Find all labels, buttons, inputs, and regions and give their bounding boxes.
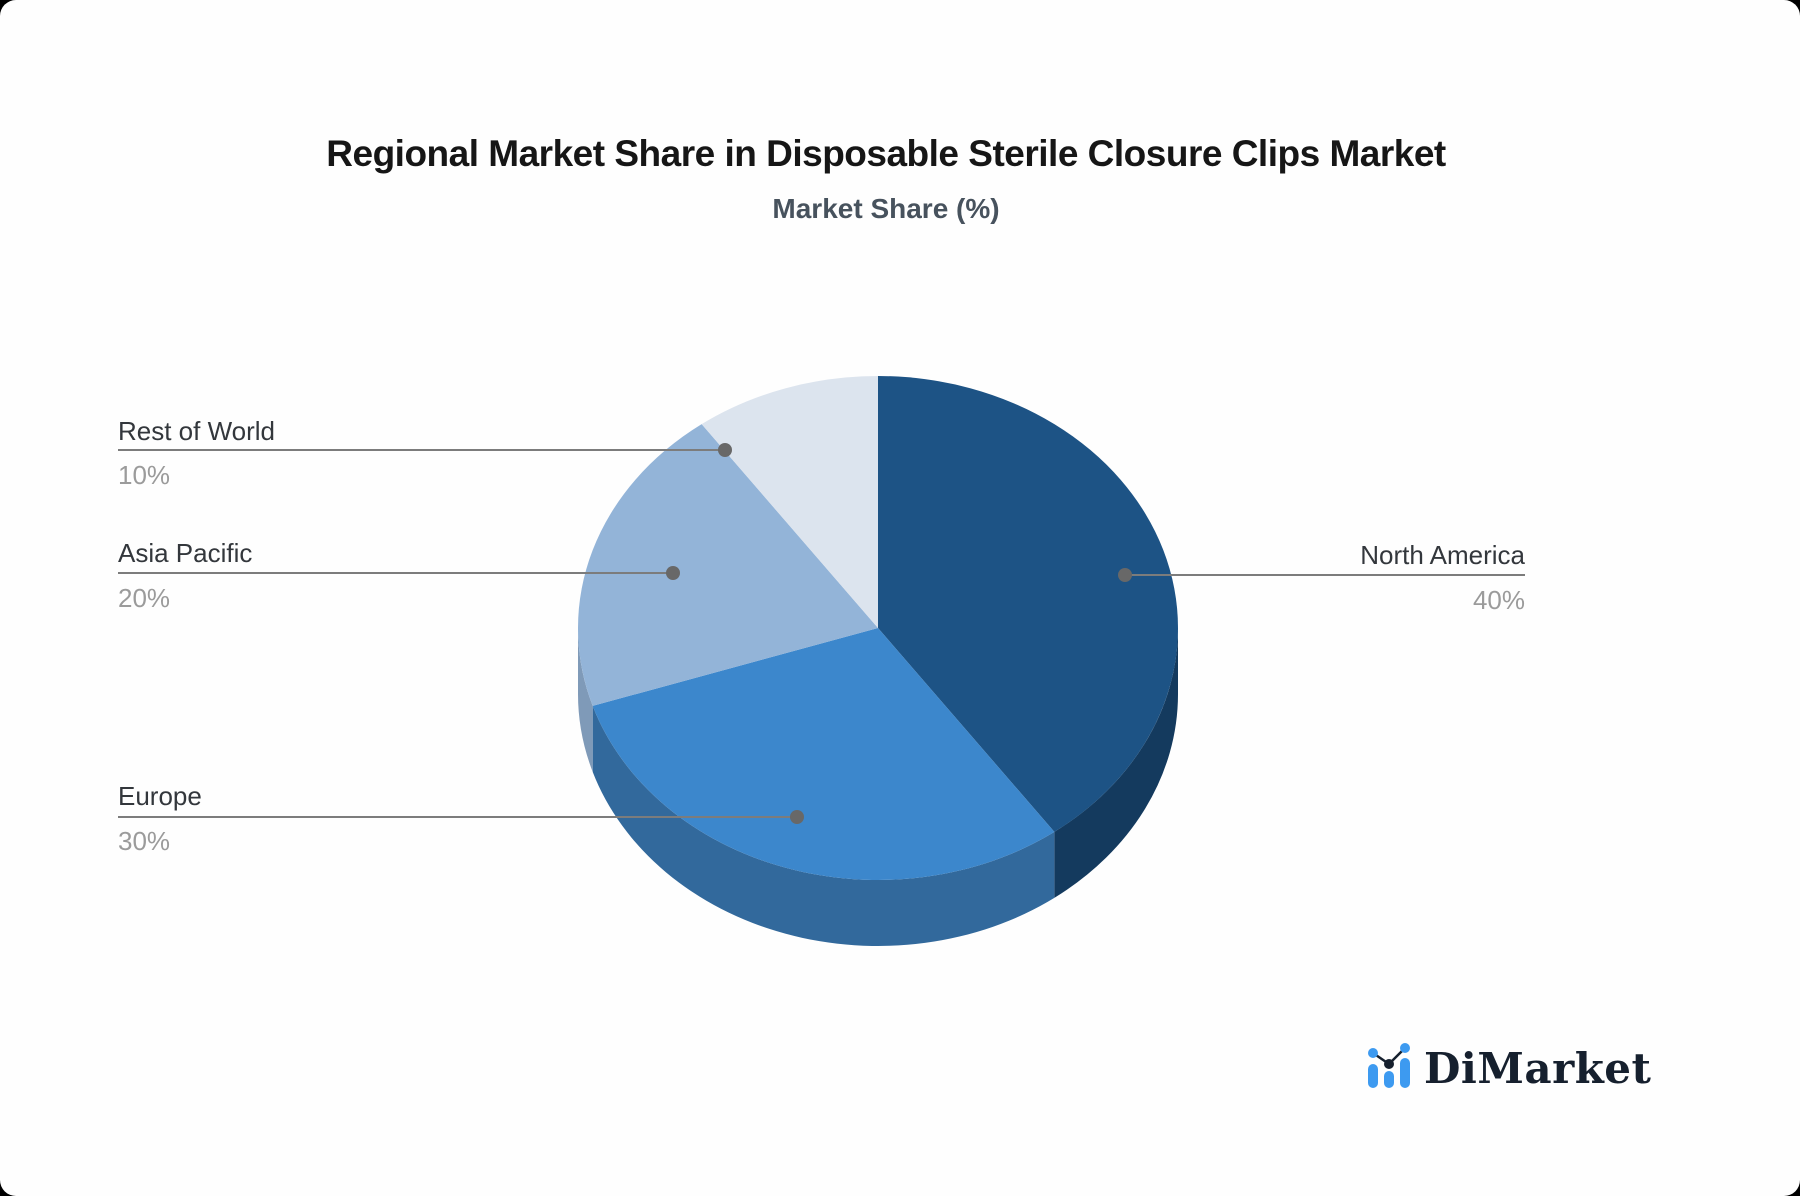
label-europe: Europe — [118, 781, 202, 812]
label-asia-pacific: Asia Pacific — [118, 538, 253, 569]
label-rest-of-world: Rest of World — [118, 416, 276, 447]
value-rest-of-world: 10% — [118, 460, 171, 491]
leader-dot-asia-pacific — [666, 566, 680, 580]
logo-bar — [1368, 1064, 1378, 1088]
brand-logo: DiMarket — [1366, 1040, 1651, 1090]
slice-label-text: Rest of World — [118, 416, 276, 446]
value-europe: 30% — [118, 826, 171, 857]
slice-label-text: North America — [1360, 540, 1525, 570]
value-asia-pacific: 20% — [118, 583, 171, 614]
slice-value-text: 30% — [118, 826, 171, 856]
logo-dot — [1384, 1059, 1394, 1069]
chart-title: Regional Market Share in Disposable Ster… — [326, 133, 1446, 174]
slice-value-text: 40% — [1472, 585, 1525, 615]
pie-slice-asia-pacific[interactable] — [577, 424, 878, 706]
logo-bar — [1400, 1058, 1410, 1088]
pie-slice-rest-of-world[interactable] — [701, 376, 878, 628]
pie-slice-side-europe — [592, 705, 1055, 947]
slice-label-text: Europe — [118, 781, 202, 811]
brand-logo-text: DiMarket — [1424, 1044, 1652, 1093]
chart-subtitle: Market Share (%) — [772, 193, 1000, 224]
leader-dot-north-america — [1118, 568, 1132, 582]
slice-label-text: Asia Pacific — [118, 538, 253, 568]
logo-bar — [1384, 1071, 1394, 1088]
value-north-america: 40% — [1472, 585, 1525, 616]
logo-dot — [1400, 1043, 1410, 1053]
pie-slice-side-north-america — [1054, 628, 1178, 898]
pie-slice-north-america[interactable] — [878, 376, 1179, 832]
leader-dot-europe — [790, 810, 804, 824]
pie-slice-side-asia-pacific — [578, 628, 593, 772]
bar-chart-logo-icon — [1368, 1043, 1410, 1088]
leader-dot-rest-of-world — [718, 443, 732, 457]
title-block: Regional Market Share in Disposable Ster… — [0, 0, 1786, 225]
label-north-america: North America — [1360, 540, 1525, 571]
logo-dot — [1368, 1048, 1378, 1058]
slice-value-text: 20% — [118, 583, 171, 613]
slice-value-text: 10% — [118, 460, 171, 490]
